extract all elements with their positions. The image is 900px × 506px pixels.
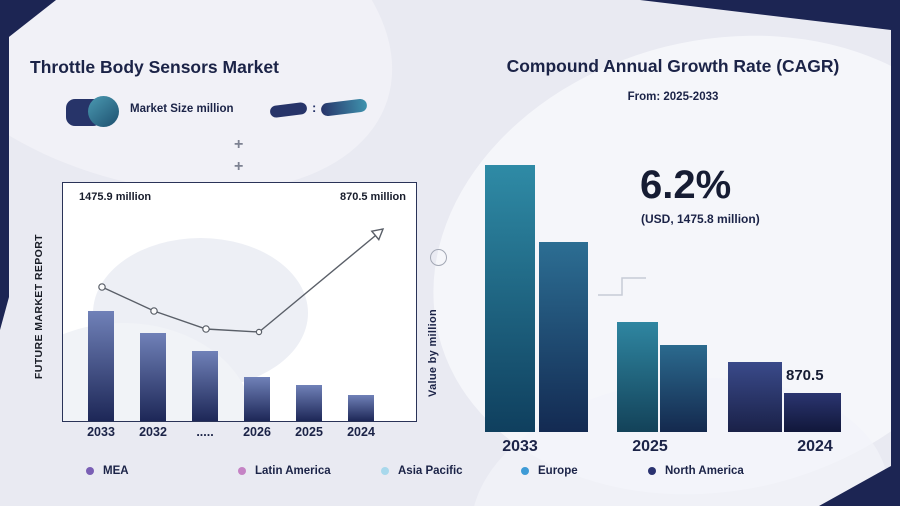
frame-left-edge	[0, 0, 9, 330]
legend-item-north-america: North America	[648, 465, 744, 477]
x-axis-label: 2033	[87, 425, 115, 439]
page-title: Throttle Body Sensors Market	[30, 57, 279, 77]
min-value-label: 870.5 million	[339, 191, 406, 203]
cagr-bar-2025-primary	[617, 322, 658, 432]
legend-item-europe: Europe	[521, 465, 578, 477]
cagr-title: Compound Annual Growth Rate (CAGR)	[506, 56, 840, 76]
market-size-bar-2026	[244, 377, 270, 421]
max-value-label: 1475.9 million	[79, 191, 152, 203]
cagr-value: 6.2%	[640, 163, 732, 207]
circle-decor-icon	[430, 249, 447, 266]
cagr-x-axis-label: 2024	[797, 438, 833, 455]
decor-colon: :	[312, 100, 317, 115]
cagr-note: (USD, 1475.8 million)	[641, 212, 760, 226]
plus-decor-icon: +	[234, 136, 244, 153]
cagr-bar-2025-secondary	[660, 345, 707, 432]
x-axis-label: .....	[196, 425, 214, 439]
cagr-bar-2033-secondary	[539, 242, 588, 432]
cagr-x-axis-label: 2033	[502, 438, 538, 455]
decor-pills: :	[269, 98, 380, 123]
legend-dot-icon	[648, 467, 656, 475]
plus-decor-icon: +	[234, 158, 244, 175]
market-size-legend-label: Market Size million	[130, 103, 234, 115]
market-size-icon	[66, 96, 124, 128]
value-annotation: 870.5	[786, 367, 824, 384]
legend-item-asia-pacific: Asia Pacific	[381, 465, 463, 477]
x-axis-label: 2025	[295, 425, 323, 439]
x-axis-label: 2032	[139, 425, 167, 439]
cagr-bar-2033-primary	[485, 165, 535, 432]
legend-item-label: Europe	[538, 465, 578, 477]
trend-line-arrow	[98, 228, 385, 336]
legend-item-mea: MEA	[86, 465, 129, 477]
market-size-bar-.....	[192, 351, 218, 421]
step-decor-line	[598, 277, 646, 296]
legend-item-latin-america: Latin America	[238, 465, 331, 477]
market-size-x-axis: 2033 2032..... 2026 2025 2024	[63, 425, 416, 443]
market-size-bar-2024	[348, 395, 374, 421]
legend-item-label: Latin America	[255, 465, 331, 477]
legend-item-label: Asia Pacific	[398, 465, 463, 477]
chip-shape-teal	[88, 96, 119, 127]
x-axis-label: 2026	[243, 425, 271, 439]
market-size-bars	[63, 183, 416, 421]
frame-right-edge	[891, 0, 900, 506]
legend-item-label: North America	[665, 465, 744, 477]
x-axis-label: 2024	[347, 425, 375, 439]
legend-item-label: MEA	[103, 465, 129, 477]
cagr-subtitle: From: 2025-2033	[627, 91, 719, 103]
legend-dot-icon	[381, 467, 389, 475]
market-size-chart-panel: 1475.9 million 870.5 million	[62, 182, 417, 422]
market-size-bar-2033	[88, 311, 114, 421]
legend-dot-icon	[521, 467, 529, 475]
market-size-bar-2032	[140, 333, 166, 421]
market-size-bar-2025	[296, 385, 322, 421]
legend-dot-icon	[238, 467, 246, 475]
cagr-x-axis-label: 2025	[632, 438, 668, 455]
cagr-bar-2024-secondary	[784, 393, 841, 432]
legend-dot-icon	[86, 467, 94, 475]
cagr-bar-2024-primary	[728, 362, 782, 432]
